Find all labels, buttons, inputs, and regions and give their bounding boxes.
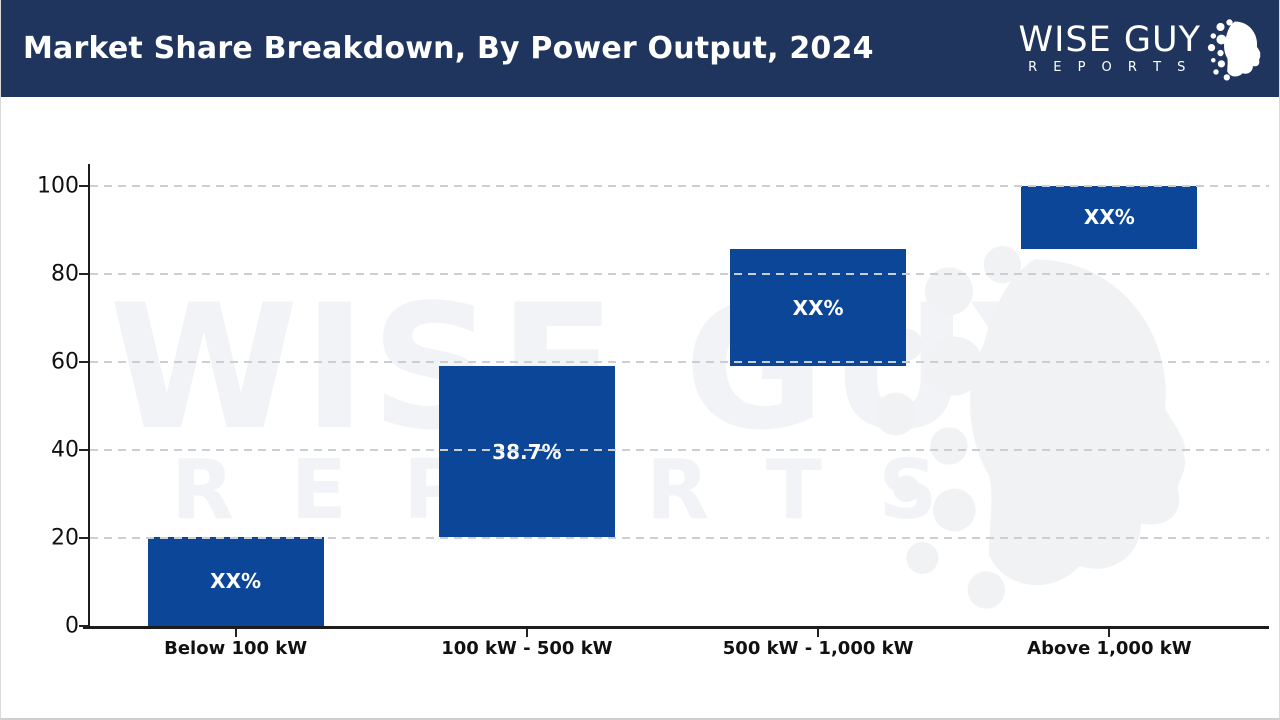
bar-value-label: 38.7%	[492, 439, 562, 464]
logo-brand-text: WISE GUY	[1018, 20, 1201, 60]
dotted-head-profile-icon	[1207, 18, 1261, 80]
x-axis-tick	[234, 629, 237, 637]
y-axis-tick	[79, 537, 88, 539]
y-axis-tick	[79, 625, 88, 627]
x-category-label: 500 kW - 1,000 kW	[722, 638, 914, 659]
x-axis-tick	[525, 629, 528, 637]
gridline-40	[90, 449, 1269, 451]
gridline-80	[90, 273, 1269, 275]
y-axis-spine	[88, 164, 90, 629]
y-axis-tick	[79, 273, 88, 275]
gridline-100	[90, 185, 1269, 187]
y-axis-tick-label: 60	[51, 349, 79, 375]
page-title: Market Share Breakdown, By Power Output,…	[23, 31, 874, 66]
y-axis-tick	[79, 185, 88, 187]
x-axis-line	[83, 626, 1269, 629]
y-axis-tick-label: 0	[65, 613, 79, 639]
bar-value-label: XX%	[210, 569, 262, 594]
x-category-label: 100 kW - 500 kW	[441, 638, 613, 659]
y-axis-tick-label: 100	[37, 173, 79, 199]
bar-500-kw-1-000-kw: XX%	[730, 248, 907, 367]
bar-100-kw-500-kw: 38.7%	[438, 366, 615, 537]
logo-text: WISE GUY R E P O R T S	[1018, 20, 1201, 75]
logo-sub-text: R E P O R T S	[1028, 60, 1192, 75]
x-category-label: Above 1,000 kW	[1027, 638, 1192, 659]
x-category-label: Below 100 kW	[164, 638, 308, 659]
header-bar: Market Share Breakdown, By Power Output,…	[1, 0, 1279, 97]
bar-value-label: XX%	[792, 295, 844, 320]
y-axis-tick	[79, 361, 88, 363]
watermark-head-icon	[874, 246, 1186, 609]
y-axis-tick-label: 80	[51, 261, 79, 287]
x-axis-tick	[1108, 629, 1111, 637]
y-axis-tick	[79, 449, 88, 451]
wise-guy-reports-logo: WISE GUY R E P O R T S	[1018, 11, 1261, 87]
x-axis-tick	[817, 629, 820, 637]
gridline-60	[90, 361, 1269, 363]
gridline-20	[90, 537, 1269, 539]
y-axis-tick-label: 40	[51, 437, 79, 463]
bar-above-1-000-kw: XX%	[1021, 186, 1198, 249]
bar-value-label: XX%	[1083, 205, 1135, 230]
bar-below-100-kw: XX%	[147, 536, 324, 626]
y-axis-tick-label: 20	[51, 525, 79, 551]
